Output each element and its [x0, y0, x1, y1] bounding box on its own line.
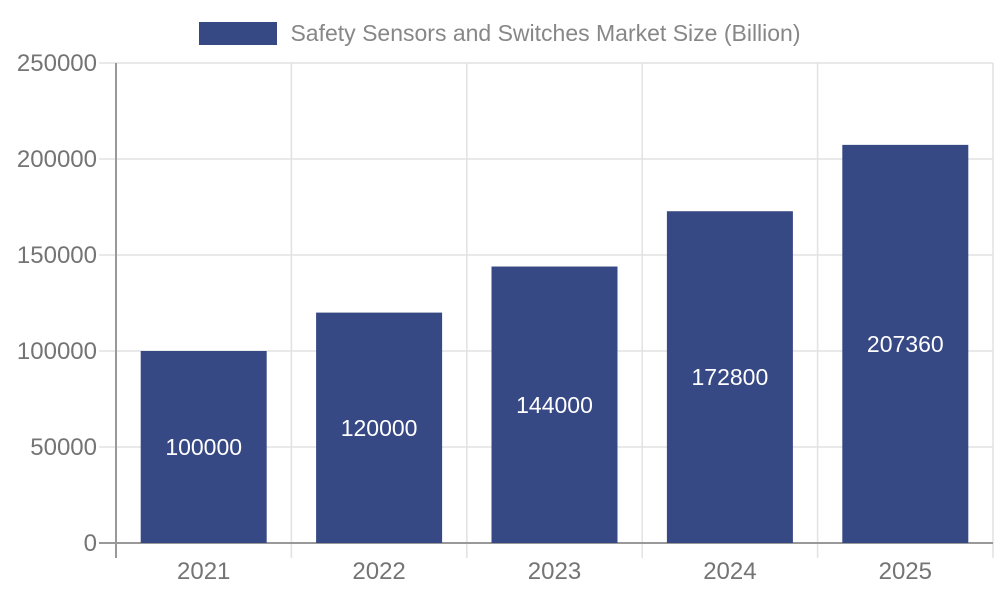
bar — [842, 144, 969, 543]
legend-swatch — [199, 21, 278, 45]
bar-value-label: 144000 — [516, 392, 593, 418]
y-tick-label: 50000 — [30, 434, 97, 461]
legend-label: Safety Sensors and Switches Market Size … — [290, 20, 801, 46]
y-tick-label: 150000 — [17, 242, 97, 269]
y-tick-label: 0 — [84, 530, 97, 557]
x-tick-label: 2025 — [879, 558, 932, 585]
bar-value-label: 207360 — [867, 331, 944, 357]
y-tick-label: 100000 — [17, 338, 97, 365]
x-tick-label: 2022 — [352, 558, 405, 585]
x-tick-label: 2021 — [177, 558, 230, 585]
bar — [666, 211, 793, 543]
bar — [316, 312, 443, 543]
legend-item[interactable]: Safety Sensors and Switches Market Size … — [0, 20, 1000, 46]
bar-value-label: 120000 — [341, 415, 418, 441]
x-tick-label: 2023 — [528, 558, 581, 585]
bar — [491, 266, 618, 543]
bar-value-label: 100000 — [165, 434, 242, 460]
bar-value-label: 172800 — [692, 364, 769, 390]
x-tick-label: 2024 — [703, 558, 756, 585]
bar — [140, 351, 267, 543]
y-tick-label: 250000 — [17, 50, 97, 77]
y-tick-label: 200000 — [17, 146, 97, 173]
